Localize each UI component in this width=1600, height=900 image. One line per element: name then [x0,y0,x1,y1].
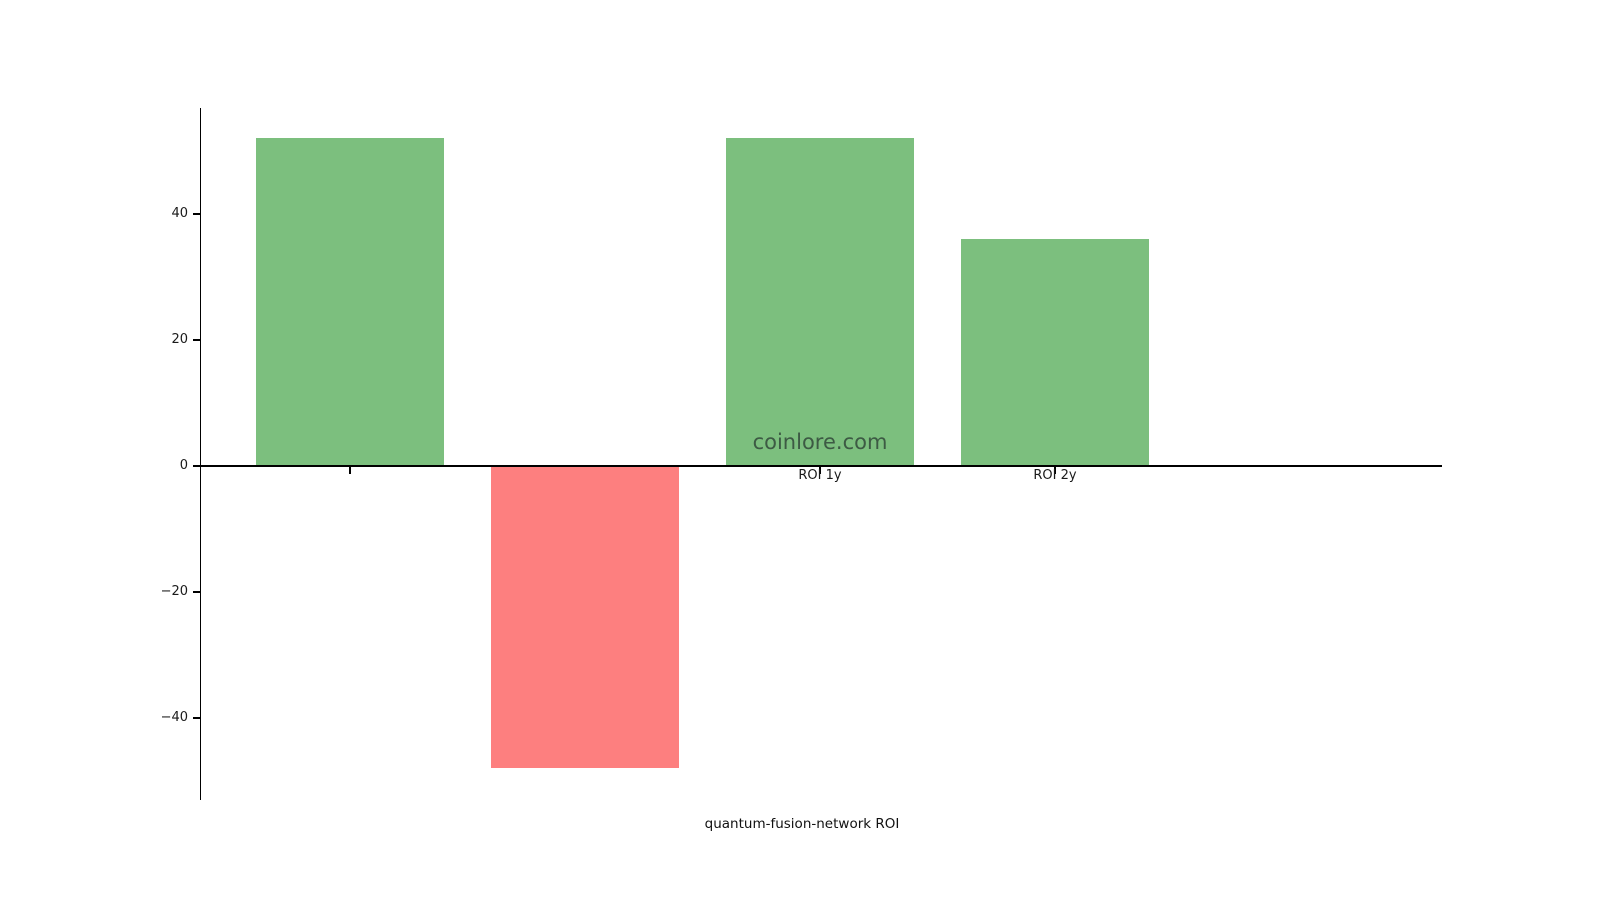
y-tick-label: −40 [160,710,188,725]
y-tick-label: 0 [179,458,188,473]
y-tick-mark [193,591,200,593]
y-tick-label: 20 [171,332,188,347]
y-tick-label: −20 [160,584,188,599]
y-tick-mark [193,717,200,719]
y-tick-label: 40 [171,206,188,221]
bar-roi-1y [726,138,914,466]
y-tick-mark [193,213,200,215]
x-axis-zero-line [200,465,1442,467]
bar-unlabeled-1 [491,466,679,769]
x-tick-mark [1054,466,1056,474]
x-tick-mark [349,466,351,474]
bar-unlabeled-0 [256,138,444,466]
x-tick-mark [819,466,821,474]
y-axis-spine [200,108,202,800]
x-tick-label: ROI 2y [1033,468,1077,483]
y-tick-mark [193,465,200,467]
y-tick-mark [193,339,200,341]
chart-title: quantum-fusion-network ROI [704,816,900,832]
coinlore-watermark: coinlore.com [752,430,888,454]
x-tick-label: ROI 1y [798,468,842,483]
bar-roi-2y [961,239,1149,466]
